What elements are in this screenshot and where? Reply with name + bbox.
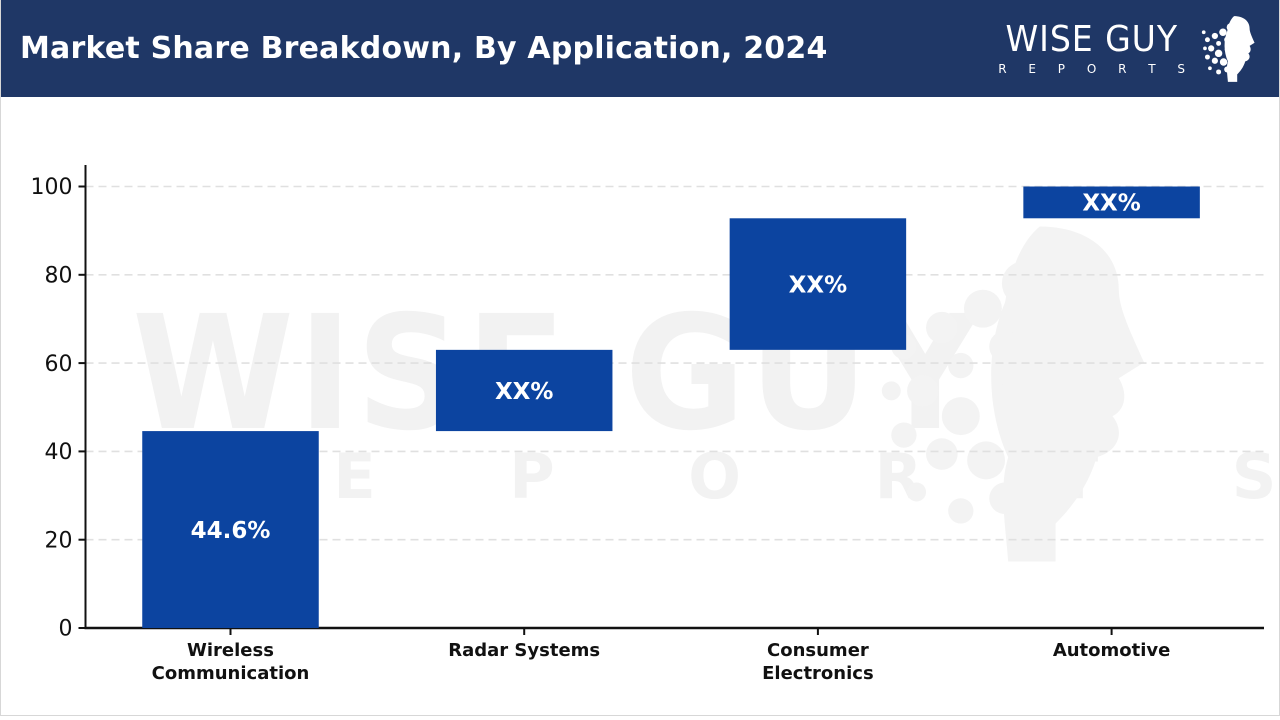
bar-value-label-2: XX%	[495, 379, 554, 405]
logo-text: WISE GUY R E P O R T S	[989, 19, 1194, 76]
ytick-label-60: 60	[45, 352, 73, 377]
bar-segment-1	[142, 431, 319, 628]
category-label-4: Automotive	[1053, 640, 1171, 661]
logo-face-icon	[1200, 13, 1262, 85]
page-title: Market Share Breakdown, By Application, …	[20, 31, 828, 66]
bar-value-label-1: 44.6%	[191, 518, 271, 544]
ytick-label-20: 20	[45, 528, 73, 553]
logo-reports-label: R E P O R T S	[998, 62, 1194, 76]
category-label-3: Consumer Electronics	[762, 640, 874, 684]
ytick-label-0: 0	[59, 617, 73, 642]
wiseguy-logo: WISE GUY R E P O R T S	[989, 13, 1262, 85]
ytick-label-80: 80	[45, 264, 73, 289]
bar-segment-3	[729, 218, 907, 350]
category-label-1: Wireless Communication	[152, 640, 310, 684]
ytick-label-40: 40	[45, 440, 73, 465]
header-bar: Market Share Breakdown, By Application, …	[0, 0, 1280, 97]
bar-segment-2	[435, 349, 613, 432]
logo-wiseguy-label: WISE GUY	[1005, 19, 1178, 60]
category-label-2: Radar Systems	[448, 640, 600, 661]
bar-value-label-4: XX%	[1082, 191, 1141, 217]
bar-segment-4	[1023, 186, 1200, 219]
bar-value-label-3: XX%	[789, 272, 848, 298]
ytick-label-100: 100	[31, 175, 73, 200]
